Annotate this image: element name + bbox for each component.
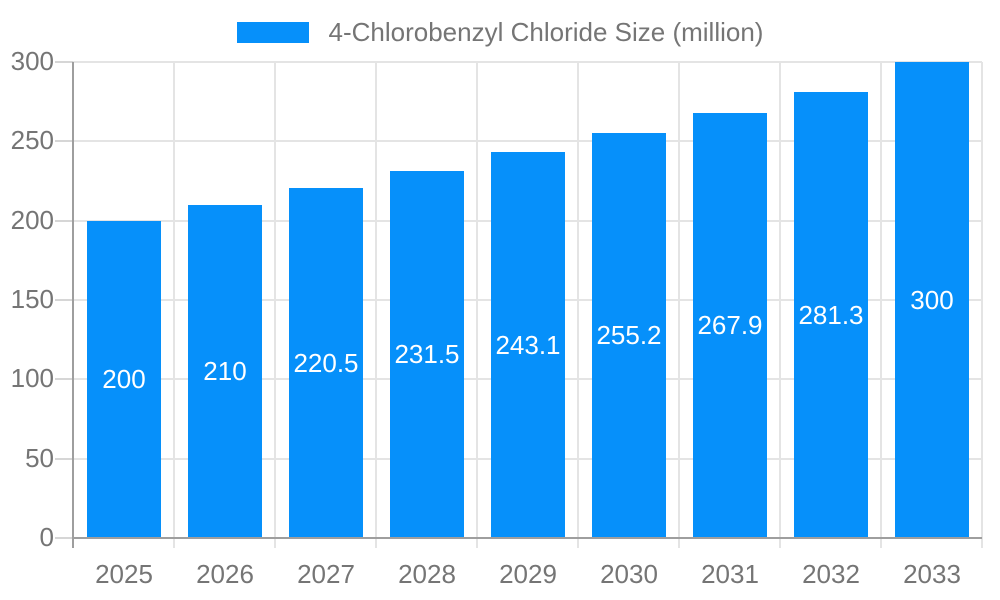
y-axis-label: 150 <box>10 283 54 314</box>
bar[interactable]: 243.1 <box>491 152 565 538</box>
x-gridline <box>880 62 882 548</box>
bar-value-label: 210 <box>203 356 247 386</box>
y-axis-tick <box>55 219 73 222</box>
x-axis-label: 2027 <box>297 559 355 589</box>
bar[interactable]: 220.5 <box>289 188 363 538</box>
x-axis-label: 2029 <box>499 559 557 589</box>
y-axis-tick <box>55 61 73 63</box>
bar[interactable]: 210 <box>188 205 262 538</box>
bar-value-label: 255.2 <box>596 320 662 350</box>
bar-value-label: 231.5 <box>394 339 460 369</box>
x-axis-label: 2028 <box>398 559 456 589</box>
y-gridline <box>73 61 982 63</box>
x-axis-label: 2031 <box>701 559 759 589</box>
y-axis-label: 0 <box>39 521 54 552</box>
legend-swatch-icon <box>236 21 309 43</box>
y-axis-line <box>72 62 74 548</box>
x-axis-label: 2033 <box>903 559 961 589</box>
bar[interactable]: 231.5 <box>390 171 464 538</box>
y-axis-label: 250 <box>10 125 54 156</box>
x-gridline <box>173 62 175 548</box>
y-axis-label: 200 <box>10 204 54 235</box>
bar[interactable]: 200 <box>87 221 161 538</box>
y-axis-label: 300 <box>10 45 54 76</box>
bar[interactable]: 281.3 <box>794 92 868 538</box>
x-gridline <box>577 62 579 548</box>
x-gridline <box>476 62 478 548</box>
y-axis-label: 100 <box>10 363 54 394</box>
x-axis-label: 2030 <box>600 559 658 589</box>
bar-value-label: 300 <box>910 284 954 315</box>
x-axis-label: 2025 <box>95 559 153 589</box>
bar[interactable]: 255.2 <box>592 133 666 538</box>
x-axis-line <box>73 537 982 539</box>
bar-value-label: 220.5 <box>293 347 359 378</box>
y-axis-tick <box>55 299 73 301</box>
x-axis-label: 2026 <box>196 559 254 589</box>
y-axis-tick <box>55 140 73 143</box>
bar[interactable]: 300 <box>895 62 969 538</box>
bar-value-label: 243.1 <box>495 329 561 360</box>
x-gridline <box>779 62 781 548</box>
plot-area: 0 50 100 150 200 250 300 200 2025 210 2026 220.5 202… <box>11 46 983 589</box>
bar-value-label: 267.9 <box>697 310 763 340</box>
x-gridline <box>678 62 680 548</box>
x-gridline <box>375 62 377 548</box>
y-gridline <box>73 140 982 143</box>
bar-value-label: 281.3 <box>798 299 864 330</box>
x-gridline <box>981 62 983 548</box>
bar[interactable]: 267.9 <box>693 113 767 538</box>
x-axis-label: 2032 <box>802 559 860 589</box>
bar-value-label: 200 <box>102 364 146 394</box>
legend[interactable]: 4-Chlorobenzyl Chloride Size (million) <box>0 17 1000 47</box>
x-gridline <box>274 62 276 548</box>
legend-label: 4-Chlorobenzyl Chloride Size (million) <box>328 17 764 47</box>
y-axis-tick <box>55 457 73 460</box>
y-axis-tick <box>55 537 73 539</box>
y-axis-tick <box>55 378 73 381</box>
y-axis-label: 50 <box>25 442 54 473</box>
